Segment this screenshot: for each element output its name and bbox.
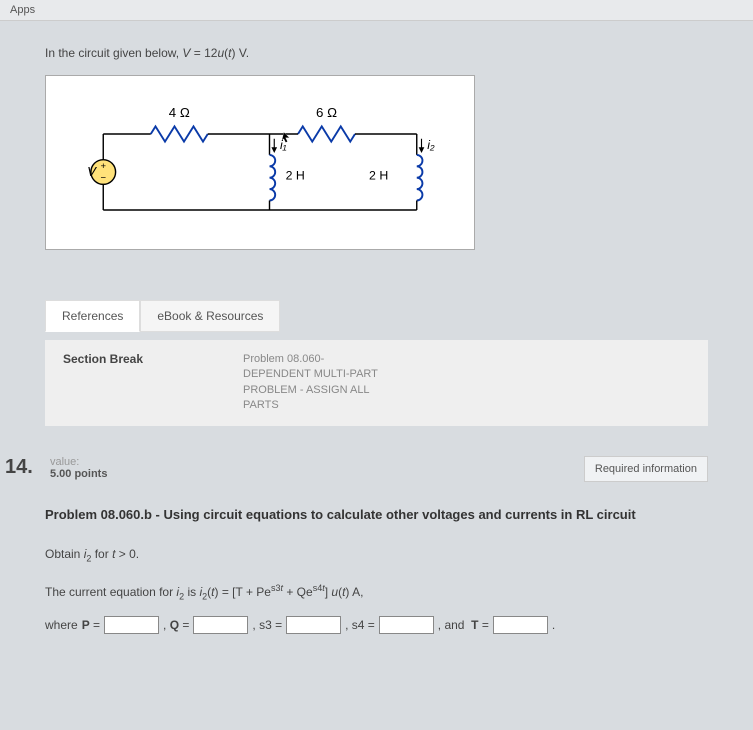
value-label: value: [50, 456, 574, 468]
section-break-label: Section Break [63, 352, 183, 414]
tab-references[interactable]: References [45, 300, 140, 332]
intro-text: In the circuit given below, V = 12u(t) V… [45, 46, 708, 60]
i1-label: i₁ [280, 138, 287, 152]
apps-bar: Apps [0, 0, 753, 21]
problem-title: Problem 08.060.b - Using circuit equatio… [45, 507, 708, 522]
tab-ebook[interactable]: eBook & Resources [140, 300, 280, 332]
obtain-text: Obtain i2 for t > 0. [45, 547, 708, 563]
l1-label: 2 H [286, 169, 305, 183]
and-label: , and T = [438, 618, 489, 632]
tabs: References eBook & Resources [45, 300, 708, 332]
equation-text: The current equation for i2 is i2(t) = [… [45, 583, 708, 601]
input-q[interactable] [193, 616, 248, 634]
input-p[interactable] [104, 616, 159, 634]
where-label: where [45, 618, 78, 632]
required-info-button[interactable]: Required information [584, 456, 708, 482]
q-label: , Q = [163, 618, 189, 632]
reference-box: Section Break Problem 08.060-DEPENDENT M… [45, 340, 708, 426]
p-label: P = [82, 618, 100, 632]
l2-label: 2 H [369, 169, 388, 183]
main-content: In the circuit given below, V = 12u(t) V… [0, 21, 753, 644]
apps-label: Apps [10, 4, 35, 16]
svg-text:+: + [100, 161, 106, 172]
inputs-row: where P = , Q = , s3 = , s4 = , and T = … [45, 616, 708, 634]
i2-label: i₂ [427, 138, 435, 152]
question-header: 14. value: 5.00 points Required informat… [45, 456, 708, 482]
s3-label: , s3 = [252, 618, 282, 632]
input-t[interactable] [493, 616, 548, 634]
v-label: V [87, 164, 97, 179]
input-s3[interactable] [286, 616, 341, 634]
svg-text:−: − [100, 173, 106, 184]
r2-label: 6 Ω [316, 105, 337, 120]
question-number: 14. [5, 456, 40, 479]
question-meta: value: 5.00 points [50, 456, 574, 480]
period: . [552, 618, 555, 632]
points-label: 5.00 points [50, 468, 574, 480]
input-s4[interactable] [379, 616, 434, 634]
r1-label: 4 Ω [169, 105, 190, 120]
s4-label: , s4 = [345, 618, 375, 632]
circuit-diagram: + − 4 Ω 6 Ω V i₁ i₂ 2 H 2 H [45, 75, 475, 250]
problem-id: Problem 08.060-DEPENDENT MULTI-PARTPROBL… [243, 352, 378, 414]
